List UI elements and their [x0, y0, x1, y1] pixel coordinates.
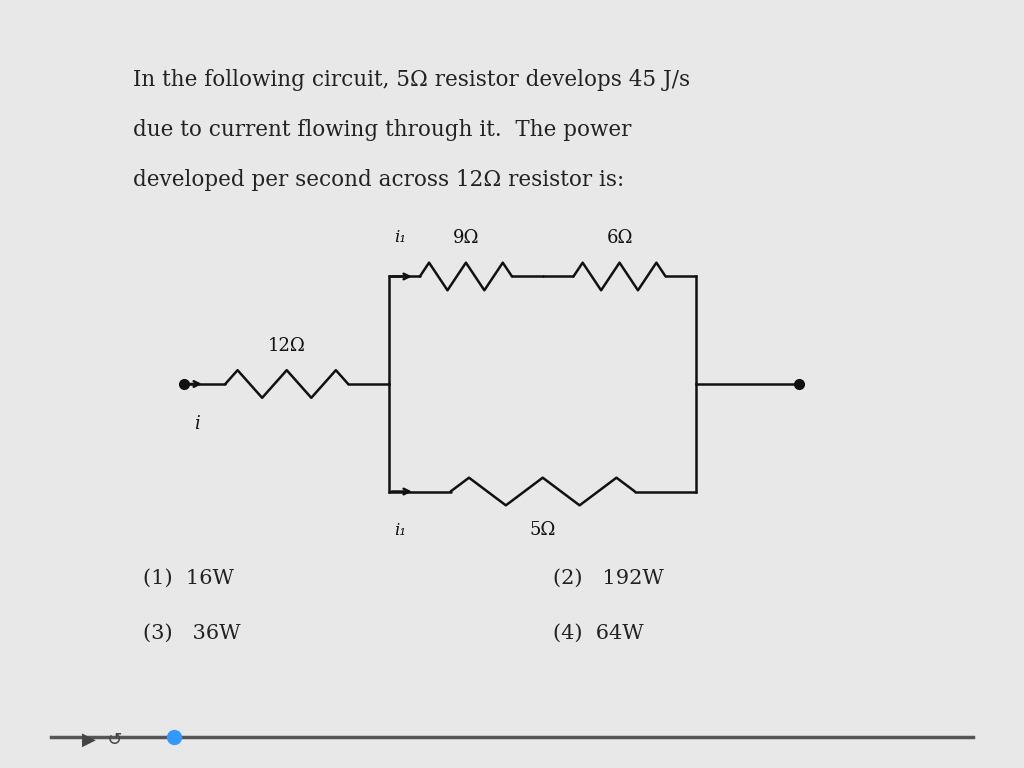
Text: (2)   192W: (2) 192W [553, 568, 664, 588]
Text: (1)  16W: (1) 16W [143, 568, 234, 588]
Text: 9Ω: 9Ω [453, 230, 479, 247]
Text: due to current flowing through it.  The power: due to current flowing through it. The p… [133, 119, 632, 141]
Text: i: i [195, 415, 201, 432]
Text: i₁: i₁ [394, 522, 407, 539]
Text: i₁: i₁ [394, 229, 407, 246]
Text: (3)   36W: (3) 36W [143, 624, 241, 643]
Text: (4)  64W: (4) 64W [553, 624, 644, 643]
Text: 12Ω: 12Ω [268, 337, 305, 355]
Text: In the following circuit, 5Ω resistor develops 45 J/s: In the following circuit, 5Ω resistor de… [133, 69, 690, 91]
Text: 5Ω: 5Ω [529, 521, 556, 538]
Text: ▶  ↺: ▶ ↺ [82, 731, 123, 749]
Text: 6Ω: 6Ω [606, 230, 633, 247]
Text: developed per second across 12Ω resistor is:: developed per second across 12Ω resistor… [133, 169, 625, 191]
